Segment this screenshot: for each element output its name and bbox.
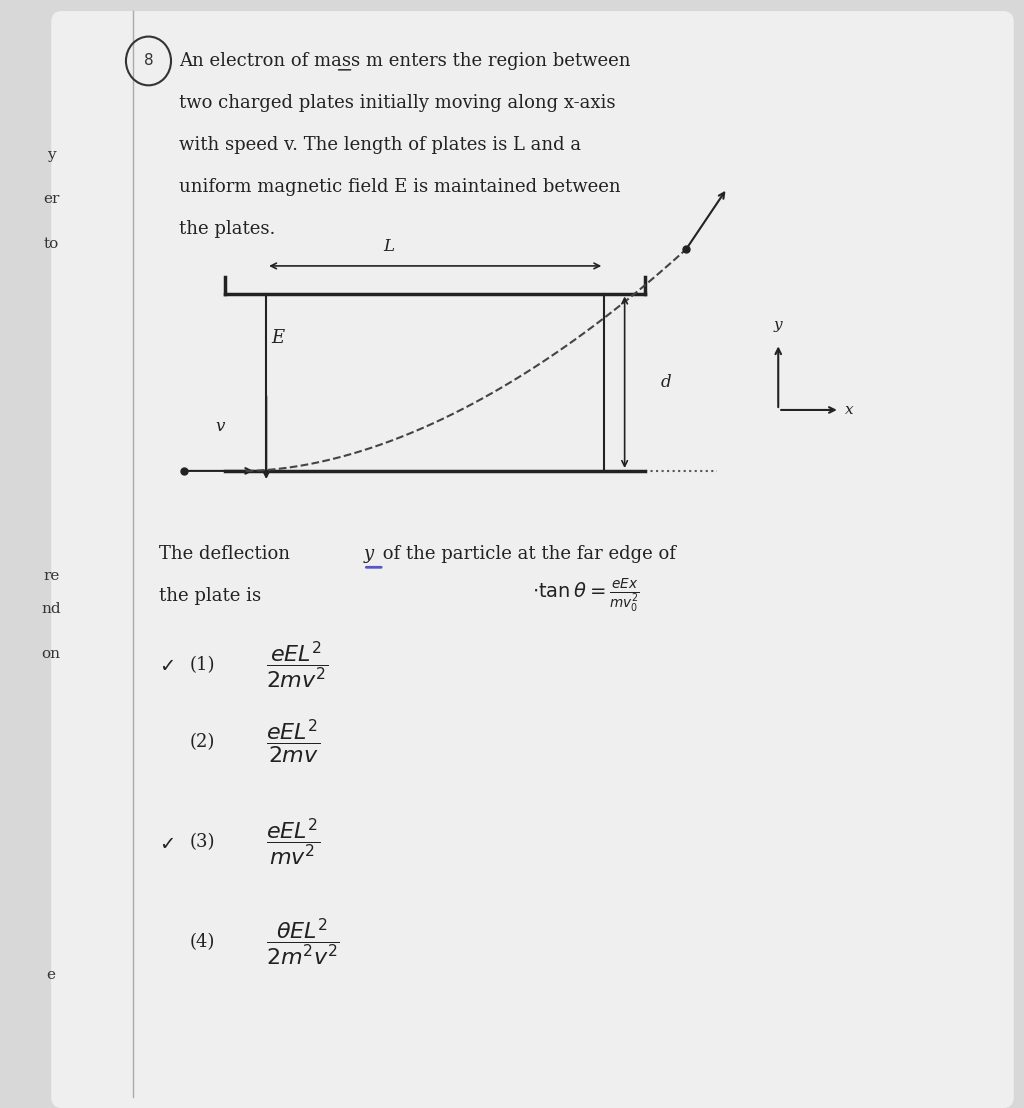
Text: y: y bbox=[47, 148, 55, 162]
FancyBboxPatch shape bbox=[51, 11, 1014, 1108]
Text: An electron of mass m enters the region between: An electron of mass m enters the region … bbox=[179, 52, 631, 70]
Text: y: y bbox=[364, 545, 374, 563]
Text: E: E bbox=[271, 329, 285, 347]
Text: nd: nd bbox=[41, 603, 61, 616]
Text: $\cdot \tan\theta = \frac{eEx}{mv_0^2}$: $\cdot \tan\theta = \frac{eEx}{mv_0^2}$ bbox=[532, 578, 640, 614]
Text: uniform magnetic field E is maintained between: uniform magnetic field E is maintained b… bbox=[179, 178, 621, 196]
Text: y: y bbox=[774, 318, 782, 332]
Text: two charged plates initially moving along x-axis: two charged plates initially moving alon… bbox=[179, 94, 615, 112]
Text: (1): (1) bbox=[189, 656, 215, 674]
Text: of the particle at the far edge of: of the particle at the far edge of bbox=[377, 545, 676, 563]
Text: re: re bbox=[43, 570, 59, 583]
Text: $\checkmark$: $\checkmark$ bbox=[159, 655, 174, 675]
Text: $\dfrac{eEL^2}{mv^2}$: $\dfrac{eEL^2}{mv^2}$ bbox=[266, 817, 321, 868]
Text: on: on bbox=[42, 647, 60, 660]
Text: The deflection: The deflection bbox=[159, 545, 296, 563]
Text: (4): (4) bbox=[189, 933, 215, 951]
Text: the plate is: the plate is bbox=[159, 587, 261, 605]
Text: (3): (3) bbox=[189, 833, 215, 851]
Text: x: x bbox=[845, 403, 853, 417]
Text: $\checkmark$: $\checkmark$ bbox=[159, 832, 174, 852]
Text: $\dfrac{eEL^2}{2mv^2}$: $\dfrac{eEL^2}{2mv^2}$ bbox=[266, 639, 329, 690]
Text: L: L bbox=[384, 238, 394, 255]
Text: with speed v. The length of plates is L and a: with speed v. The length of plates is L … bbox=[179, 136, 582, 154]
Text: $\dfrac{\theta EL^2}{2m^2v^2}$: $\dfrac{\theta EL^2}{2m^2v^2}$ bbox=[266, 916, 340, 967]
Text: to: to bbox=[44, 237, 58, 250]
Text: 8: 8 bbox=[143, 53, 154, 69]
Text: v: v bbox=[215, 418, 225, 435]
Text: e: e bbox=[47, 968, 55, 982]
Text: the plates.: the plates. bbox=[179, 220, 275, 238]
Text: $\dfrac{eEL^2}{2mv}$: $\dfrac{eEL^2}{2mv}$ bbox=[266, 718, 321, 767]
Text: er: er bbox=[43, 193, 59, 206]
Text: (2): (2) bbox=[189, 733, 215, 751]
Text: d: d bbox=[660, 373, 671, 391]
